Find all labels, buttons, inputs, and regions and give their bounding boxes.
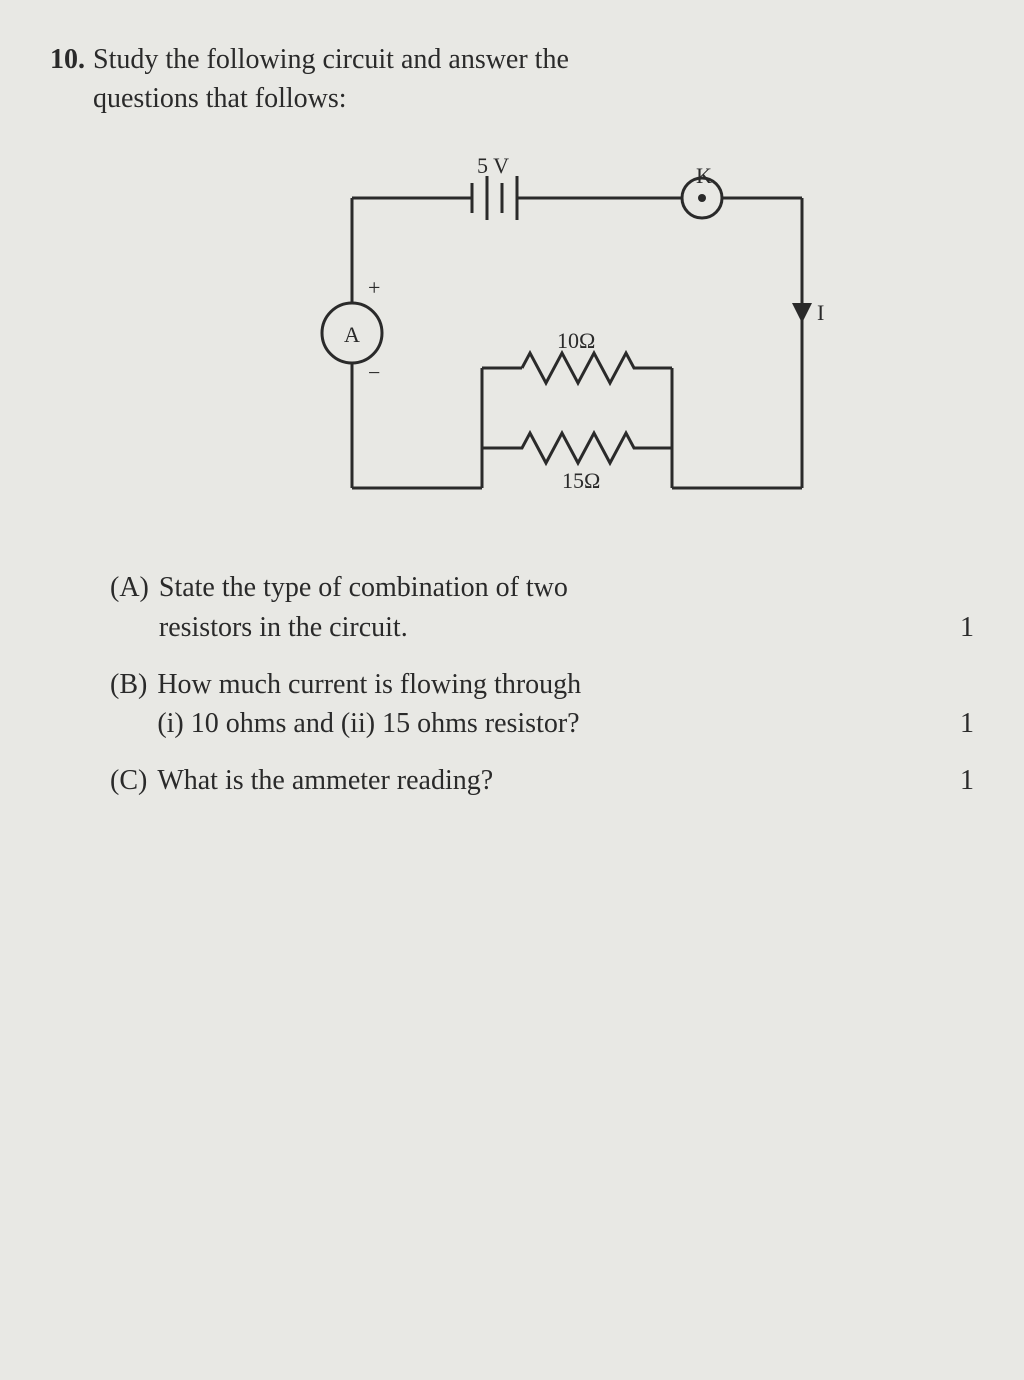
part-a-letter: (A) [110,568,149,607]
circuit-diagram-container: 5 V K A + − 10Ω 15Ω I [170,148,974,528]
resistor2-label: 15Ω [562,468,600,493]
question-number: 10. [50,40,85,118]
ammeter-plus: + [368,275,380,300]
part-b-letter: (B) [110,665,147,704]
switch-label: K [696,163,712,188]
part-a: (A) State the type of combination of two… [50,568,974,646]
circuit-svg: 5 V K A + − 10Ω 15Ω I [312,148,832,528]
part-a-line2: resistors in the circuit. [159,612,408,643]
part-a-text: State the type of combination of two res… [159,568,974,646]
part-a-line1: State the type of combination of two [159,572,568,603]
question-text-line2: questions that follows: [93,83,347,114]
ammeter-minus: − [368,360,380,385]
part-b: (B) How much current is flowing through … [50,665,974,743]
circuit-diagram: 5 V K A + − 10Ω 15Ω I [312,148,832,528]
question-text-line1: Study the following circuit and answer t… [93,44,569,75]
part-b-mark: 1 [960,704,974,743]
part-c-line: What is the ammeter reading? [157,765,493,796]
part-c-letter: (C) [110,761,147,800]
part-b-line2: (i) 10 ohms and (ii) 15 ohms resistor? [157,708,579,739]
resistor1-label: 10Ω [557,328,595,353]
question-header: 10. Study the following circuit and answ… [50,40,974,118]
part-c-mark: 1 [960,761,974,800]
part-b-text: How much current is flowing through (i) … [157,665,974,743]
question-text: Study the following circuit and answer t… [93,40,974,118]
part-c-text: What is the ammeter reading? 1 [157,761,974,800]
part-a-mark: 1 [960,608,974,647]
voltage-label: 5 V [477,153,509,178]
current-label: I [817,300,824,325]
part-b-line1: How much current is flowing through [157,669,581,700]
part-c: (C) What is the ammeter reading? 1 [50,761,974,800]
ammeter-label: A [344,322,360,347]
